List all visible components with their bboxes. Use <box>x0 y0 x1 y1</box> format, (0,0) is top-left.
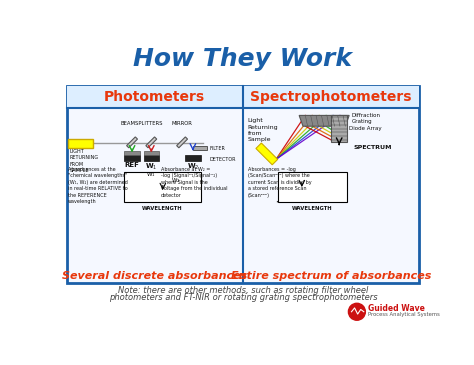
FancyBboxPatch shape <box>66 86 419 283</box>
Text: Diffraction
Grating: Diffraction Grating <box>352 113 381 124</box>
Text: FILTER: FILTER <box>209 146 225 151</box>
FancyBboxPatch shape <box>124 151 140 155</box>
FancyBboxPatch shape <box>124 172 201 201</box>
Text: Guided Wave: Guided Wave <box>368 304 425 313</box>
Text: Process Analytical Systems: Process Analytical Systems <box>368 312 439 317</box>
Text: Diode Array: Diode Array <box>349 126 382 131</box>
Text: Photometers: Photometers <box>104 90 205 104</box>
FancyBboxPatch shape <box>68 138 93 148</box>
Text: How They Work: How They Work <box>133 47 353 71</box>
FancyBboxPatch shape <box>144 151 159 155</box>
FancyBboxPatch shape <box>144 155 159 161</box>
Text: BEAMSPLITTERS: BEAMSPLITTERS <box>120 121 163 126</box>
FancyBboxPatch shape <box>185 155 201 161</box>
Text: W$_1$: W$_1$ <box>145 162 157 172</box>
Text: W$_2$: W$_2$ <box>187 162 199 172</box>
Text: Absorbances = -log
(Scan/Scanᴿᴿᴿ) where the
current Scan is divided by
a stored : Absorbances = -log (Scan/Scanᴿᴿᴿ) where … <box>247 167 311 197</box>
Text: MIRROR: MIRROR <box>172 121 192 126</box>
Text: REF: REF <box>125 162 139 168</box>
Polygon shape <box>146 137 157 148</box>
FancyBboxPatch shape <box>66 86 419 108</box>
Text: SPECTRUM: SPECTRUM <box>353 145 392 150</box>
Polygon shape <box>299 115 349 126</box>
Text: Several discrete absorbances: Several discrete absorbances <box>62 271 247 281</box>
Polygon shape <box>127 137 137 148</box>
Text: W$_2$: W$_2$ <box>171 176 181 185</box>
Text: DETECTOR: DETECTOR <box>209 157 236 162</box>
Text: photometers and FT-NIR or rotating grating spectrophotometers: photometers and FT-NIR or rotating grati… <box>109 293 377 301</box>
Text: Absorbance at W₂ =
-log (Signalᵂ₁/Signalᵂ₂)
where Signal is the
voltage from the: Absorbance at W₂ = -log (Signalᵂ₁/Signal… <box>161 167 227 197</box>
Polygon shape <box>256 143 278 165</box>
Text: Absorbances at the
"chemical wavelengths"
(W₁, W₂) are determined
in real-time R: Absorbances at the "chemical wavelengths… <box>68 167 128 204</box>
FancyBboxPatch shape <box>278 172 347 201</box>
Text: Entire spectrum of absorbances: Entire spectrum of absorbances <box>231 271 431 281</box>
Circle shape <box>348 303 365 320</box>
Text: WAVELENGTH: WAVELENGTH <box>292 205 333 211</box>
FancyBboxPatch shape <box>193 146 207 150</box>
FancyBboxPatch shape <box>124 155 140 161</box>
FancyBboxPatch shape <box>331 115 347 142</box>
Text: WAVELENGTH: WAVELENGTH <box>142 205 182 211</box>
Text: Spectrophotometers: Spectrophotometers <box>250 90 412 104</box>
Text: Note: there are other methods, such as rotating filter wheel: Note: there are other methods, such as r… <box>118 287 368 296</box>
Text: Light
Returning
from
Sample: Light Returning from Sample <box>247 119 278 142</box>
Polygon shape <box>177 137 188 148</box>
Text: LIGHT
RETURNING
FROM
SAMPLE: LIGHT RETURNING FROM SAMPLE <box>70 149 99 173</box>
Text: W$_1$: W$_1$ <box>146 170 155 179</box>
